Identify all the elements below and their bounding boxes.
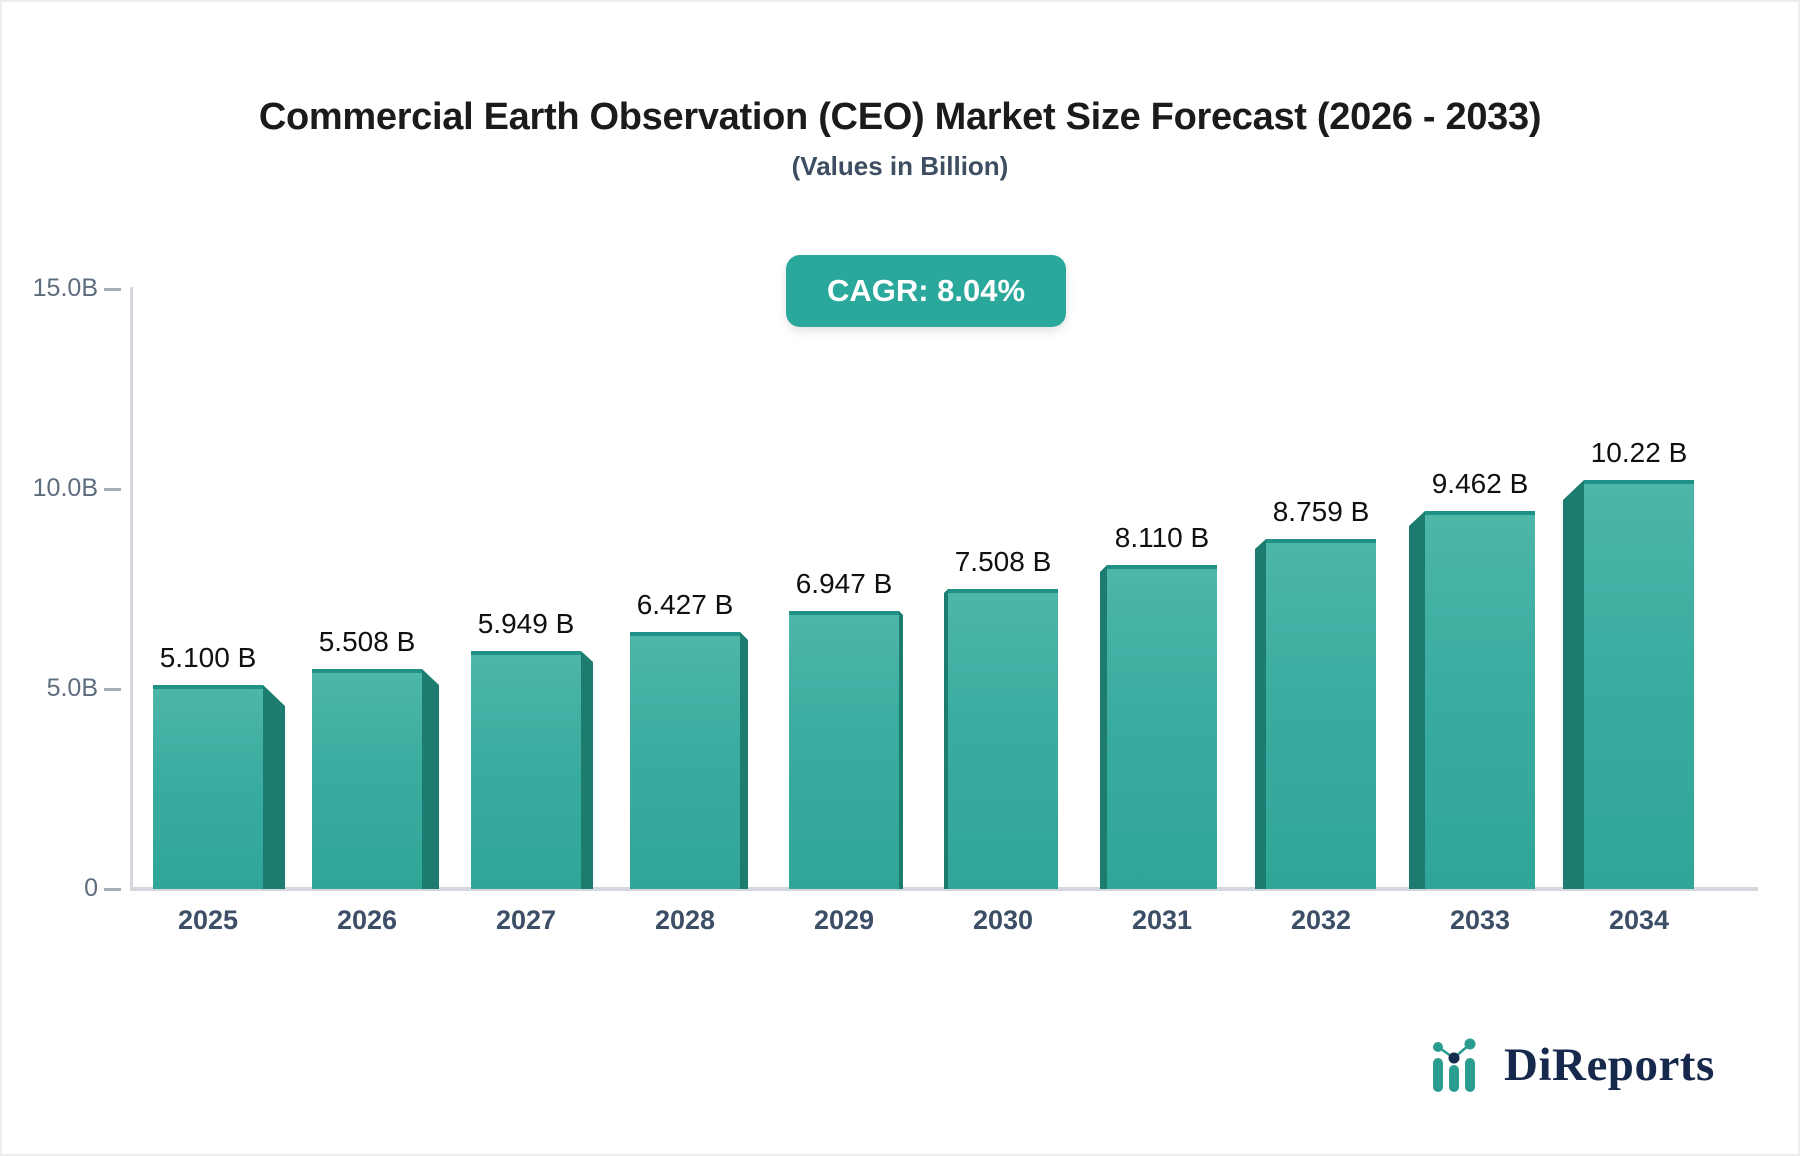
chart-title: Commercial Earth Observation (CEO) Marke… bbox=[258, 96, 1542, 138]
y-tick-mark bbox=[104, 288, 121, 291]
bar-2027 bbox=[471, 651, 581, 889]
bar-2026 bbox=[312, 669, 422, 889]
bar-2032 bbox=[1266, 539, 1376, 889]
bar-value-label: 10.22 B bbox=[1590, 437, 1688, 468]
mini-bar-chart-icon bbox=[1433, 1038, 1476, 1092]
bar-side-2028 bbox=[740, 632, 748, 889]
bar-2033 bbox=[1425, 511, 1535, 889]
y-tick-label: 0 bbox=[84, 874, 98, 902]
direports-logo: DiReports bbox=[1430, 1034, 1715, 1096]
x-tick-label: 2028 bbox=[654, 905, 716, 935]
x-tick-label: 2032 bbox=[1290, 905, 1352, 935]
x-tick-label: 2025 bbox=[177, 905, 239, 935]
x-tick-label: 2033 bbox=[1449, 905, 1511, 935]
bar-side-2025 bbox=[263, 685, 285, 889]
bar-2034 bbox=[1584, 480, 1694, 889]
y-tick-label: 5.0B bbox=[46, 674, 98, 702]
x-tick-label: 2026 bbox=[336, 905, 398, 935]
bar-side-2026 bbox=[422, 669, 439, 889]
bar-2025 bbox=[153, 685, 263, 889]
y-axis-line bbox=[130, 287, 133, 891]
bar-2028 bbox=[630, 632, 740, 889]
x-tick-label: 2027 bbox=[495, 905, 557, 935]
bar-value-label: 5.949 B bbox=[477, 608, 575, 639]
y-tick-label: 10.0B bbox=[32, 474, 98, 502]
bar-value-label: 8.110 B bbox=[1114, 522, 1210, 553]
bar-2030 bbox=[948, 589, 1058, 889]
x-tick-label: 2034 bbox=[1608, 905, 1670, 935]
bar-side-2032 bbox=[1255, 539, 1266, 889]
bar-side-2033 bbox=[1409, 511, 1425, 889]
bar-value-label: 6.947 B bbox=[795, 568, 893, 599]
y-tick-mark bbox=[104, 688, 121, 691]
bar-2029 bbox=[789, 611, 899, 889]
bar-side-2029 bbox=[899, 611, 903, 889]
logo-text: DiReports bbox=[1504, 1039, 1715, 1091]
bar-side-2031 bbox=[1100, 565, 1107, 889]
bar-value-label: 7.508 B bbox=[954, 546, 1052, 577]
x-tick-label: 2030 bbox=[972, 905, 1034, 935]
bar-value-label: 9.462 B bbox=[1431, 468, 1529, 499]
bar-value-label: 6.427 B bbox=[636, 589, 734, 620]
bar-value-label: 8.759 B bbox=[1272, 496, 1370, 527]
cagr-badge: CAGR: 8.04% bbox=[786, 255, 1066, 327]
x-tick-label: 2031 bbox=[1131, 905, 1193, 935]
x-tick-label: 2029 bbox=[813, 905, 875, 935]
x-axis-line bbox=[130, 887, 1758, 891]
y-tick-mark bbox=[104, 488, 121, 491]
bar-value-label: 5.100 B bbox=[159, 642, 257, 673]
bar-side-2034 bbox=[1563, 480, 1584, 889]
bar-side-2027 bbox=[581, 651, 593, 889]
bar-2031 bbox=[1107, 565, 1217, 889]
y-tick-mark bbox=[104, 888, 121, 891]
bar-side-2030 bbox=[944, 589, 948, 889]
y-tick-label: 15.0B bbox=[32, 274, 98, 302]
bar-value-label: 5.508 B bbox=[318, 626, 416, 657]
chart-subtitle: (Values in Billion) bbox=[791, 151, 1009, 181]
